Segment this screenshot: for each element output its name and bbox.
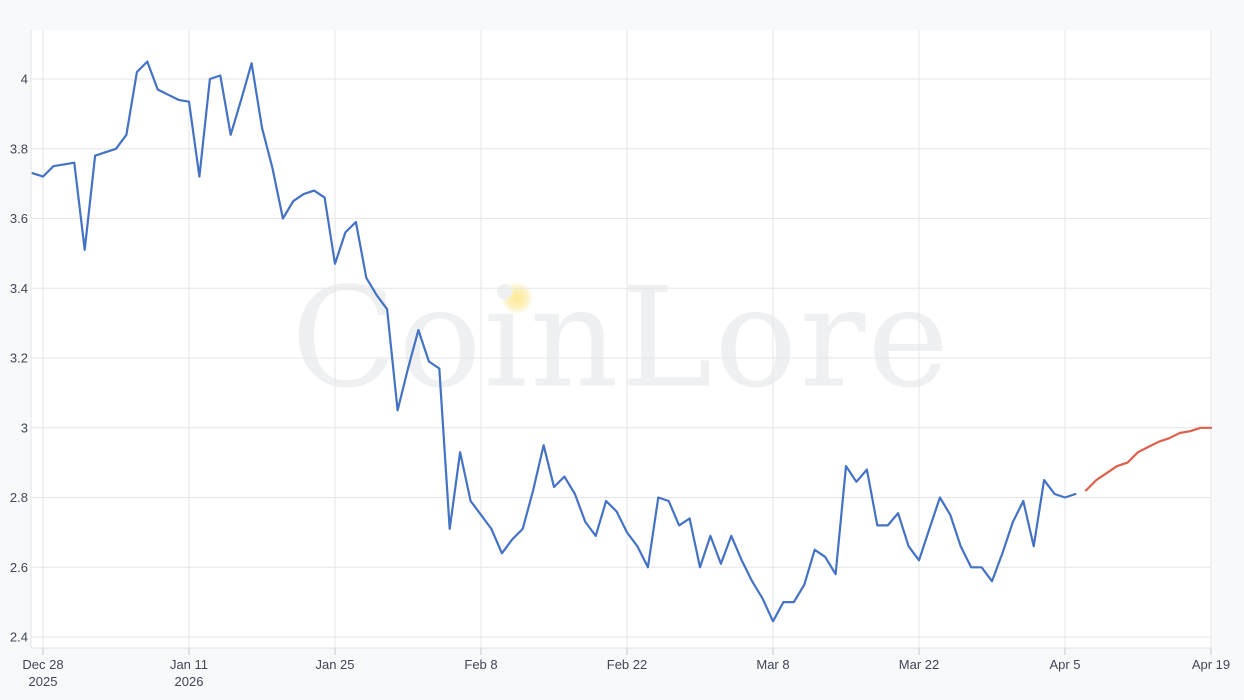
- x-axis-label: Jan 11: [170, 657, 208, 672]
- predicted-price-line: [1084, 426, 1213, 492]
- x-axis-label: Apr 19: [1192, 657, 1230, 672]
- y-axis-label: 3.2: [10, 351, 28, 366]
- x-axis-label: Apr 5: [1049, 657, 1080, 672]
- x-axis-label: Feb 22: [607, 657, 647, 672]
- x-axis-label: Mar 22: [899, 657, 939, 672]
- y-axis-label: 2.4: [10, 630, 28, 645]
- y-axis-label: 3.4: [10, 281, 28, 296]
- y-axis-label: 3: [21, 420, 28, 435]
- x-axis-year-label: 2025: [29, 674, 58, 689]
- y-axis-label: 2.6: [10, 560, 28, 575]
- y-axis-label: 4: [21, 72, 28, 87]
- x-axis-label: Feb 8: [464, 657, 497, 672]
- y-axis-label: 3.6: [10, 211, 28, 226]
- y-axis-label: 3.8: [10, 141, 28, 156]
- x-axis-label: Dec 28: [22, 657, 63, 672]
- x-axis-label: Mar 8: [756, 657, 789, 672]
- x-axis-year-label: 2026: [175, 674, 204, 689]
- watermark-text: CoinLore: [290, 257, 952, 419]
- plot-area[interactable]: [31, 30, 1211, 648]
- x-axis-label: Jan 25: [315, 657, 354, 672]
- y-axis-label: 2.8: [10, 490, 28, 505]
- historical-price-line: [31, 60, 1077, 623]
